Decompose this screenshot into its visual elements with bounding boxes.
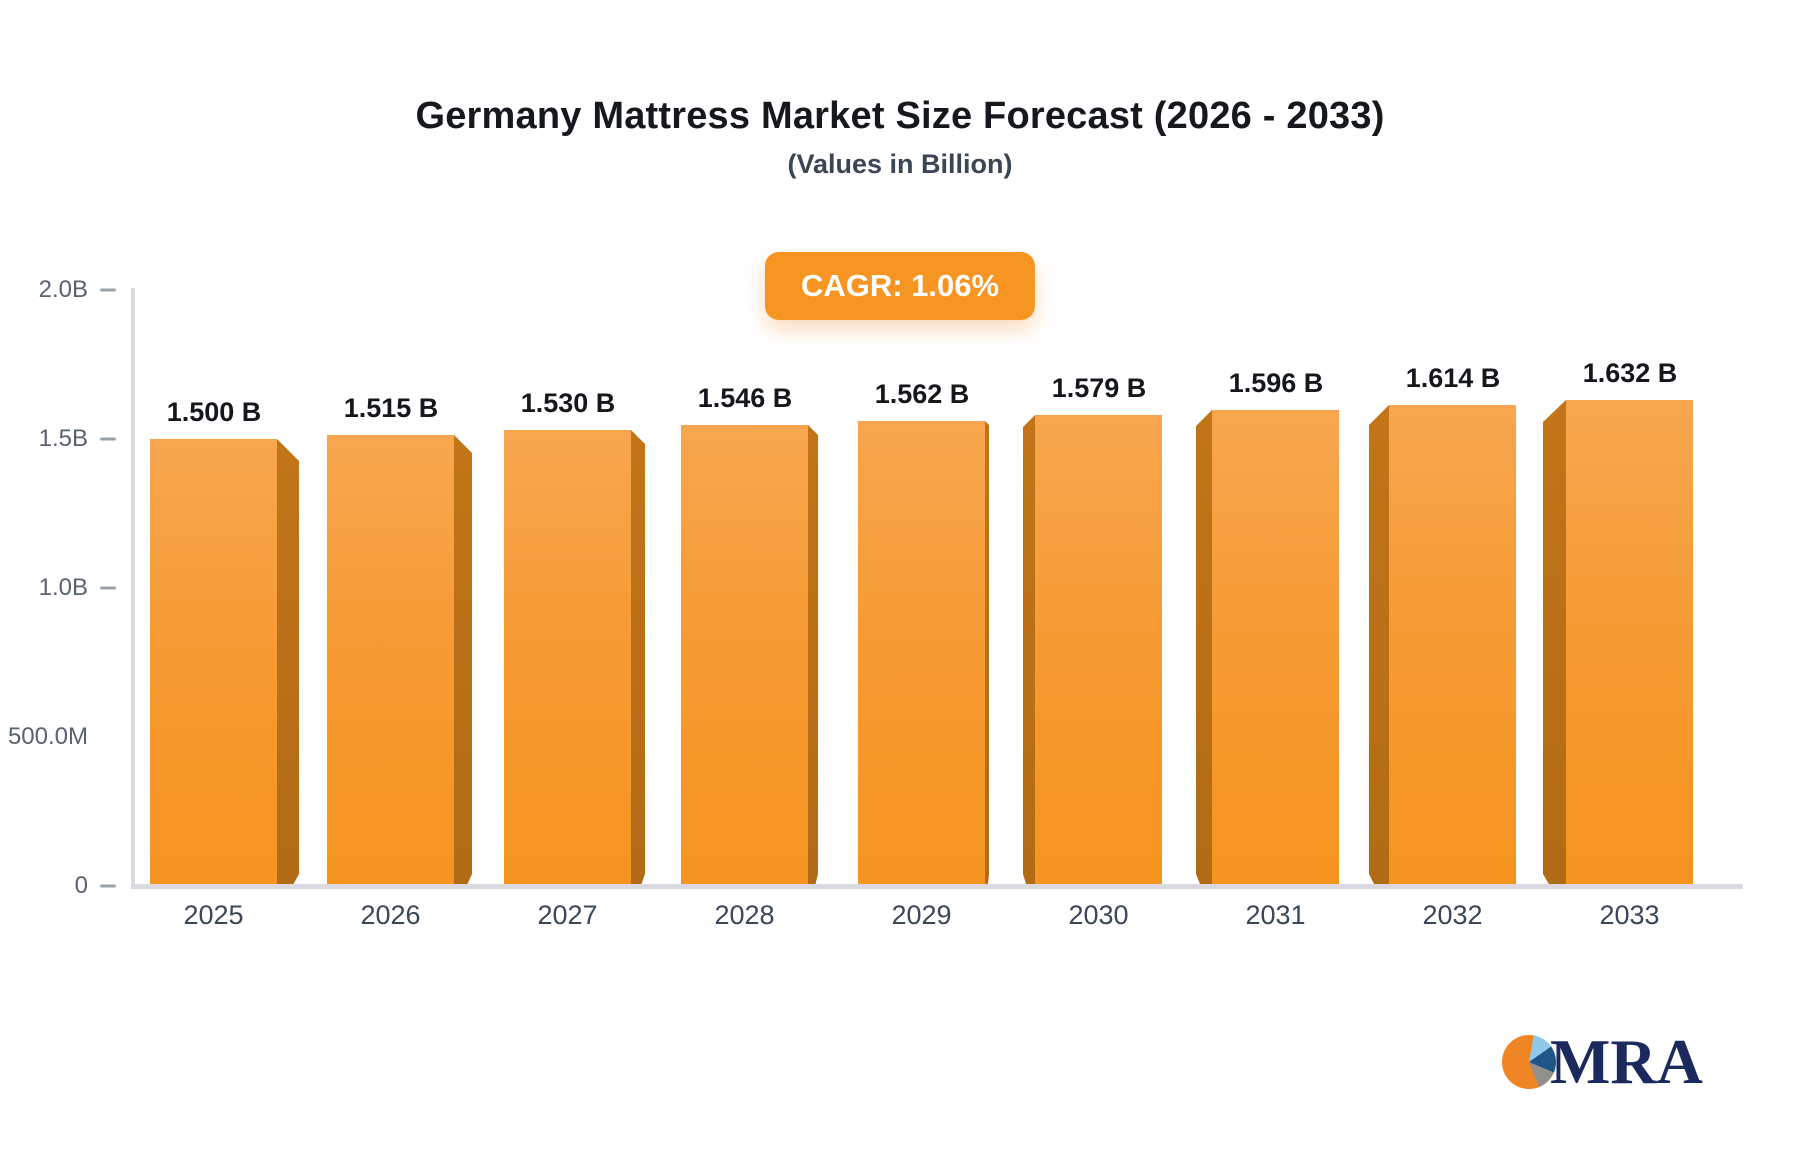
y-axis-tick [100, 586, 116, 590]
bar-value-label: 1.500 B [166, 397, 262, 427]
x-axis-label: 2032 [1422, 900, 1483, 930]
x-axis-label: 2027 [537, 900, 598, 930]
y-axis-line [131, 288, 135, 889]
bar-value-label: 1.596 B [1228, 368, 1324, 398]
x-axis-label: 2033 [1599, 900, 1660, 930]
x-axis-label: 2025 [183, 900, 244, 930]
x-axis-label: 2030 [1068, 900, 1129, 930]
logo-text: MRA [1550, 1026, 1703, 1097]
x-axis-label: 2026 [360, 900, 421, 930]
y-axis-tick [100, 884, 116, 888]
cagr-badge: CAGR: 1.06% [764, 252, 1036, 320]
bar-side-3d [985, 421, 989, 886]
bar-value-label: 1.515 B [343, 393, 439, 423]
bar-value-label: 1.632 B [1582, 358, 1678, 388]
bar-value-label: 1.579 B [1051, 373, 1147, 403]
bar-side-3d [454, 435, 472, 886]
bar [858, 421, 985, 886]
pie-chart-logo-icon [1502, 1035, 1556, 1089]
bar-side-3d [1543, 400, 1566, 886]
y-axis-label: 2.0B [38, 276, 88, 303]
bar [681, 425, 808, 886]
y-axis-label: 1.5B [38, 425, 88, 452]
mra-logo: MRA [1502, 1030, 1703, 1094]
bar-side-3d [1196, 410, 1212, 886]
chart-subtitle: (Values in Billion) [787, 149, 1013, 179]
bar-side-3d [277, 439, 299, 886]
y-axis-label: 1.0B [38, 574, 88, 601]
x-axis-label: 2031 [1245, 900, 1306, 930]
bar-side-3d [1023, 415, 1035, 886]
y-axis-label: 500.0M [7, 723, 88, 750]
bar-value-label: 1.546 B [697, 383, 793, 413]
x-axis-line [131, 884, 1743, 889]
bar [1566, 400, 1693, 886]
bar [1389, 405, 1516, 886]
bar [1035, 415, 1162, 886]
bar [150, 439, 277, 886]
bar-side-3d [808, 425, 818, 886]
bar [1212, 410, 1339, 886]
bar-side-3d [631, 430, 645, 886]
x-axis-label: 2028 [714, 900, 775, 930]
bar-value-label: 1.614 B [1405, 363, 1501, 393]
bar-value-label: 1.530 B [520, 388, 616, 418]
y-axis-tick [100, 437, 116, 441]
y-axis-label: 0 [74, 872, 88, 899]
bar [504, 430, 631, 886]
x-axis-label: 2029 [891, 900, 952, 930]
bar-value-label: 1.562 B [874, 379, 970, 409]
bar-side-3d [1369, 405, 1389, 886]
chart-title: Germany Mattress Market Size Forecast (2… [415, 95, 1385, 137]
y-axis-tick [100, 288, 116, 292]
bar [327, 435, 454, 886]
